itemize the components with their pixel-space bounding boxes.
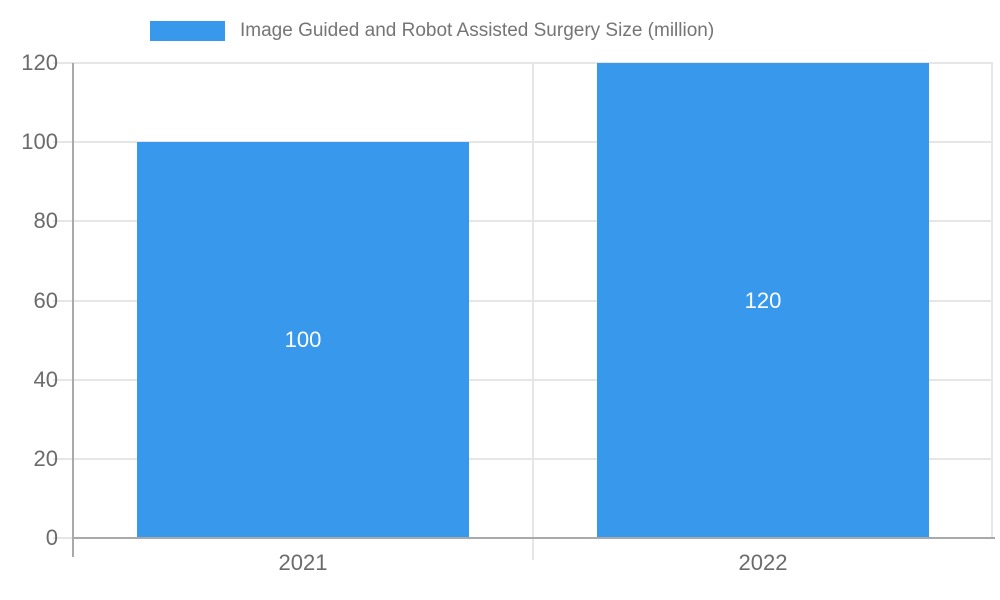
y-axis-line [72,63,74,557]
plot-right-border [991,63,993,538]
y-axis-tick-label: 80 [33,208,58,234]
gridline [53,141,993,144]
y-axis-tick-label: 60 [33,287,58,313]
bar-2022[interactable] [597,63,929,538]
bar-value-label: 120 [744,287,782,313]
legend-item[interactable]: Image Guided and Robot Assisted Surgery … [150,21,714,41]
bar-2021[interactable] [137,142,469,538]
gridline [53,457,993,460]
gridline [53,299,993,302]
y-axis-tick-label: 20 [33,445,58,471]
bar-value-label: 100 [284,327,322,353]
y-axis-tick-label: 120 [21,50,58,75]
x-axis-tick-label: 2021 [278,550,328,575]
legend-swatch [150,21,225,41]
gridline [532,63,534,560]
gridline [53,220,993,223]
y-axis-tick-label: 0 [45,525,58,550]
y-axis-tick-label: 40 [33,366,58,392]
gridline [53,378,993,381]
gridline [53,62,993,64]
x-axis-tick-label: 2022 [738,550,788,575]
x-axis-line [73,537,995,539]
y-axis-tick-label: 100 [21,129,58,155]
legend-label: Image Guided and Robot Assisted Surgery … [240,20,715,41]
